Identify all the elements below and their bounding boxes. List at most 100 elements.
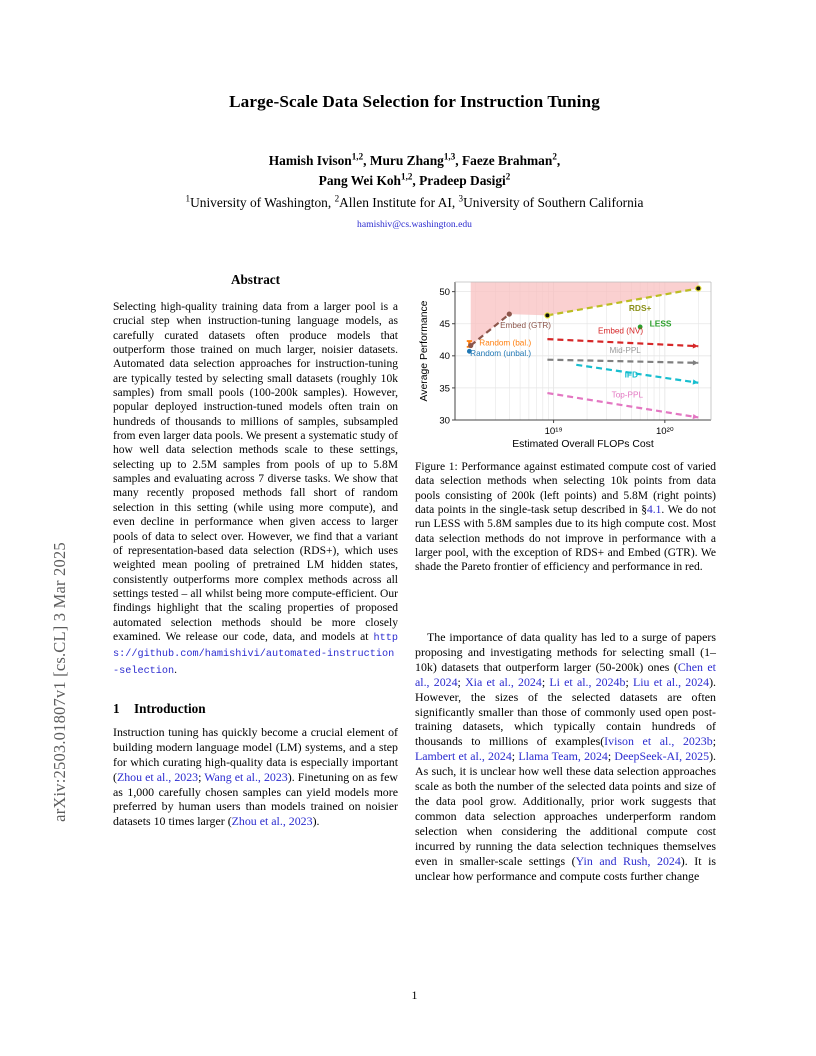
contact-email[interactable]: hamishiv@cs.washington.edu: [357, 219, 472, 230]
intro-paragraph-citation-3[interactable]: Wang et al., 2023: [204, 769, 288, 784]
series-line: [547, 391, 699, 419]
right-paragraph-citation-13[interactable]: Llama Team, 2024: [518, 749, 608, 764]
right-paragraph-citation-1[interactable]: Chen et al., 2024: [415, 659, 716, 689]
author-line-2: Pang Wei Koh1,2, Pradeep Dasigi2: [113, 171, 716, 191]
right-paragraph-citation-5[interactable]: Li et al., 2024b: [549, 674, 626, 689]
figure-caption-text-0: Figure 1: Performance against estimated …: [415, 461, 716, 517]
series-label-embed-gtr: Embed (GTR): [500, 321, 551, 330]
right-paragraph-text-16: ). As such, it is unclear how well these…: [415, 749, 716, 868]
x-tick-label: 10²⁰: [656, 426, 674, 437]
y-axis-label: Average Performance: [419, 300, 430, 401]
intro-paragraph-text-4: ). Finetuning on as few as 1,000 careful…: [113, 769, 399, 829]
arxiv-stamp-text: arXiv:2503.01807v1 [cs.CL] 3 Mar 2025: [50, 542, 69, 822]
y-tick-label: 40: [439, 351, 450, 362]
right-paragraph-citation-3[interactable]: Xia et al., 2024: [465, 674, 542, 689]
series-mid-ppl: [547, 358, 699, 366]
series-label-random-bal: Random (bal.): [479, 339, 531, 348]
series-arrow-head: [692, 360, 699, 366]
right-paragraph-text-8: ). However, the sizes of the selected da…: [415, 674, 717, 749]
affil-2-marker: 2: [334, 193, 340, 204]
figure-caption-citation-1[interactable]: 4.1: [646, 504, 662, 517]
author-ivison: Hamish Ivison: [268, 153, 352, 168]
right-paragraph-text-18: ). It is unclear how performance and com…: [415, 853, 716, 883]
series-random-unbal: [466, 348, 472, 354]
right-paragraph-citation-11[interactable]: Lambert et al., 2024: [415, 749, 512, 764]
series-line: [547, 338, 699, 348]
series-less: [637, 324, 643, 330]
series-label-less: LESS: [650, 318, 672, 328]
affil-1: University of Washington,: [190, 195, 335, 210]
affil-1-marker: 1: [185, 193, 191, 204]
affil-2: Allen Institute for AI,: [339, 195, 459, 210]
series-ifd: [576, 363, 699, 385]
figure-caption-text-2: . We do not run LESS with 5.8M samples d…: [415, 504, 716, 574]
series-embed-nv: [547, 338, 699, 349]
y-tick-label: 30: [439, 415, 450, 426]
page-content: Large-Scale Data Selection for Instructi…: [113, 0, 716, 1056]
arxiv-stamp: arXiv:2503.01807v1 [cs.CL] 3 Mar 2025: [0, 0, 100, 1056]
series-arrow-head: [692, 379, 699, 385]
intro-paragraph-text-6: ).: [312, 814, 320, 829]
section-number: 1: [113, 700, 120, 716]
abstract-body: Selecting high-quality training data fro…: [113, 300, 398, 679]
figure-1-plot: Random (unbal.) Random (bal.) Embed (GTR) R…: [415, 272, 716, 450]
intro-paragraph-text-2: ;: [198, 769, 205, 784]
author-line-1: Hamish Ivison1,2, Muru Zhang1,3, Faeze B…: [113, 151, 716, 171]
series-line: [547, 287, 699, 317]
abstract-heading: Abstract: [230, 272, 281, 287]
series-label-mid-ppl: Mid-PPL: [609, 346, 641, 355]
series-rds: [544, 285, 702, 319]
abstract-text-part2: .: [174, 663, 178, 676]
author-zhang-affil: 1,3: [443, 151, 456, 162]
data-point: [637, 324, 643, 330]
series-label-ifd: IFD: [625, 370, 639, 380]
right-paragraph-citation-15[interactable]: DeepSeek-AI, 2025: [614, 749, 710, 764]
y-tick-label: 50: [439, 287, 450, 298]
right-paragraph-citation-9[interactable]: Ivison et al., 2023b: [604, 734, 713, 749]
y-tick-label: 45: [439, 319, 450, 330]
author-dasigi: , Pradeep Dasigi: [412, 172, 506, 188]
figure-1: Random (unbal.) Random (bal.) Embed (GTR) R…: [415, 272, 716, 575]
right-paragraph-citation-17[interactable]: Yin and Rush, 2024: [575, 853, 681, 868]
affiliation-list: 1University of Washington, 2Allen Instit…: [113, 194, 716, 212]
author-brahman-affil: 2: [552, 151, 557, 162]
series-label-embed-nv: Embed (NV): [598, 326, 643, 335]
right-paragraph-text-4: ;: [541, 674, 550, 689]
series-label-rds: RDS+: [629, 303, 652, 313]
intro-paragraph-1: Instruction tuning has quickly become a …: [113, 725, 398, 829]
author-zhang: , Muru Zhang: [363, 153, 444, 168]
title-block: Large-Scale Data Selection for Instructi…: [113, 92, 716, 230]
data-point: [466, 348, 472, 354]
code-repository-link[interactable]: https://github.com/hamishivi/automated-i…: [113, 632, 398, 677]
right-paragraph-text-2: ;: [457, 674, 466, 689]
data-point: [506, 311, 512, 317]
series-line: [470, 313, 511, 347]
intro-paragraph-text-0: Instruction tuning has quickly become a …: [113, 724, 398, 784]
series-arrow-head: [692, 413, 699, 420]
series-arrow-head: [692, 343, 699, 349]
section-heading-introduction: 1 Introduction: [113, 701, 398, 717]
series-line: [576, 363, 699, 384]
series-top-ppl: [547, 391, 699, 420]
author-koh-affil: 1,2: [401, 171, 413, 182]
right-paragraph-text-0: The importance of data quality has led t…: [415, 630, 716, 674]
series-label-top-ppl: Top-PPL: [612, 391, 644, 400]
right-paragraph-text-6: ;: [625, 674, 633, 689]
left-column: Abstract Selecting high-quality training…: [113, 272, 398, 829]
page-title: Large-Scale Data Selection for Instructi…: [229, 92, 600, 111]
right-paragraph-text-10: ;: [712, 734, 716, 749]
series-label-random-unbal: Random (unbal.): [470, 349, 531, 358]
intro-paragraph-citation-1[interactable]: Zhou et al., 2023: [116, 769, 199, 784]
intro-paragraph-citation-5[interactable]: Zhou et al., 2023: [231, 814, 313, 829]
data-point: [468, 342, 474, 349]
author-line1-comma: ,: [556, 153, 561, 168]
right-paragraph-text-12: ;: [511, 749, 519, 764]
right-paragraph-citation-7[interactable]: Liu et al., 2024: [632, 674, 710, 689]
performance-vs-flops-chart: Random (unbal.)Random (bal.) Embed (GTR) R…: [419, 281, 712, 450]
x-tick-label: 10¹⁹: [545, 426, 563, 437]
y-tick-label: 35: [439, 383, 450, 394]
series-embed-gtr: [468, 311, 512, 349]
data-point: [544, 312, 551, 319]
author-ivison-affil: 1,2: [351, 151, 364, 162]
page-number: 1: [411, 988, 418, 1002]
